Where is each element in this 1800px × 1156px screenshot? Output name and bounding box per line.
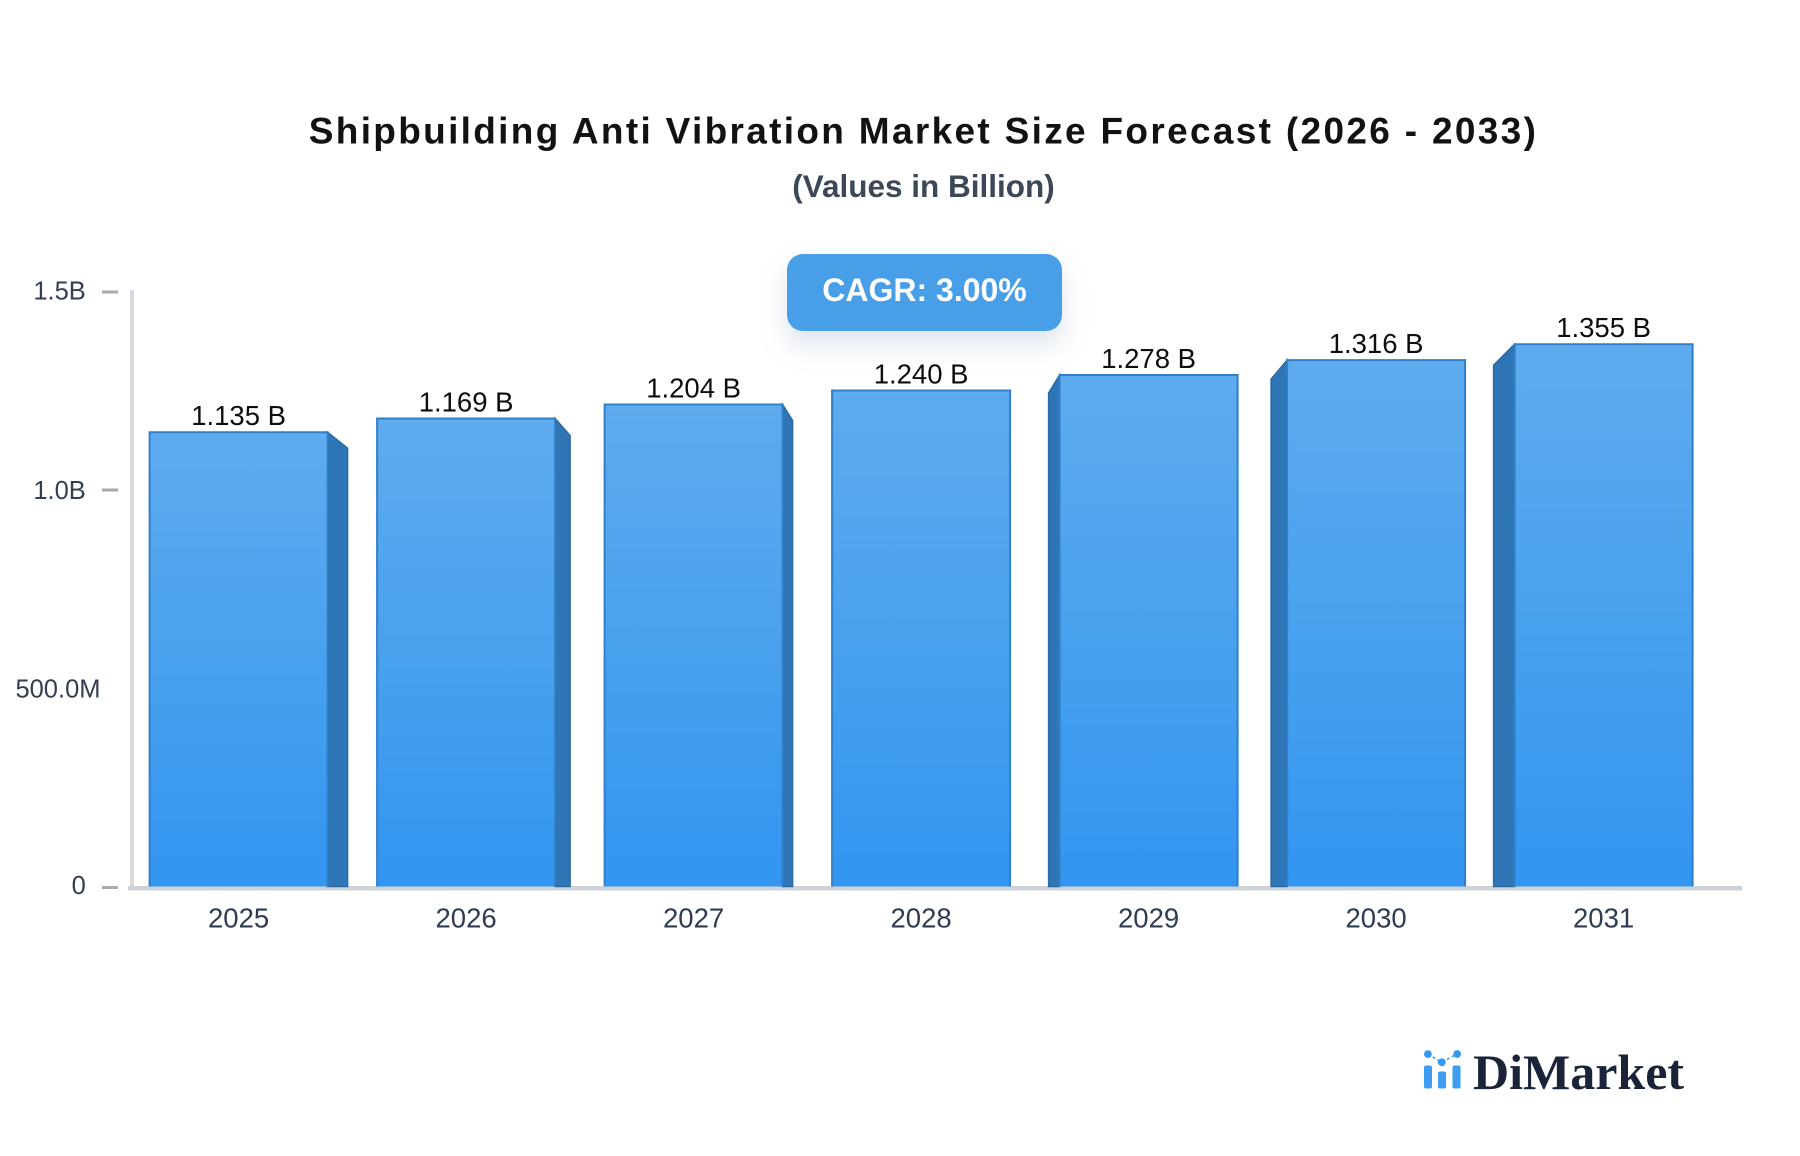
svg-text:1.316 B: 1.316 B — [1329, 328, 1424, 359]
svg-text:Shipbuilding Anti Vibration Ma: Shipbuilding Anti Vibration Market Size … — [309, 110, 1538, 151]
svg-text:1.278 B: 1.278 B — [1101, 343, 1196, 374]
svg-text:1.0B: 1.0B — [33, 477, 85, 505]
svg-text:1.169 B: 1.169 B — [419, 387, 514, 418]
svg-text:2027: 2027 — [663, 903, 724, 934]
svg-text:1.240 B: 1.240 B — [874, 359, 969, 390]
svg-text:2025: 2025 — [208, 903, 269, 934]
svg-text:CAGR: 3.00%: CAGR: 3.00% — [822, 272, 1027, 308]
svg-text:2028: 2028 — [891, 903, 952, 934]
svg-text:1.204 B: 1.204 B — [646, 373, 741, 404]
svg-text:2031: 2031 — [1573, 903, 1634, 934]
svg-text:1.5B: 1.5B — [33, 277, 85, 305]
svg-text:500.0M: 500.0M — [15, 675, 100, 703]
svg-text:2030: 2030 — [1346, 903, 1407, 934]
svg-text:1.355 B: 1.355 B — [1556, 312, 1651, 343]
svg-text:2026: 2026 — [436, 903, 497, 934]
svg-text:DiMarket: DiMarket — [1473, 1044, 1684, 1100]
svg-text:2029: 2029 — [1118, 903, 1179, 934]
svg-text:0: 0 — [72, 872, 86, 900]
svg-text:1.135 B: 1.135 B — [191, 400, 286, 431]
svg-text:(Values in Billion): (Values in Billion) — [792, 168, 1055, 204]
